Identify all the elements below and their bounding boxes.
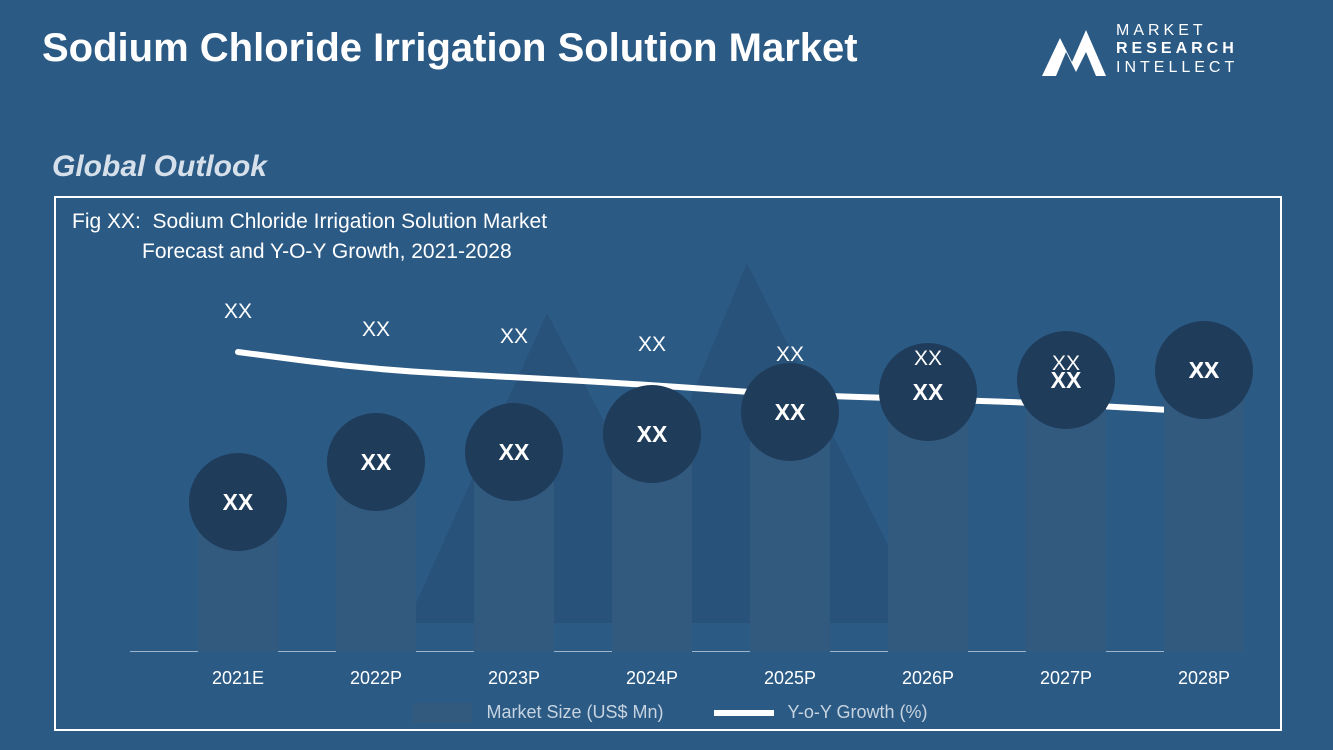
line-data-label: XX — [638, 333, 666, 357]
line-data-label: XX — [500, 325, 528, 349]
line-data-label: XX — [914, 347, 942, 371]
bar-value-circle: XX — [1017, 331, 1115, 429]
x-axis-label: 2022P — [350, 668, 402, 689]
chart-plot-area: XX2021EXXXX2022PXXXX2023PXXXX2024PXXXX20… — [130, 290, 1222, 652]
x-axis-label: 2026P — [902, 668, 954, 689]
bar-value-circle: XX — [603, 385, 701, 483]
brand-logo-icon — [1042, 24, 1106, 76]
chart-legend: Market Size (US$ Mn) Y-o-Y Growth (%) — [56, 702, 1284, 723]
line-data-label: XX — [1052, 352, 1080, 376]
line-data-label: XX — [1190, 360, 1218, 384]
line-data-label: XX — [224, 300, 252, 324]
line-data-label: XX — [776, 343, 804, 367]
x-axis-label: 2024P — [626, 668, 678, 689]
legend-item-bar: Market Size (US$ Mn) — [412, 702, 663, 723]
figure-line1: Sodium Chloride Irrigation Solution Mark… — [153, 210, 548, 233]
line-data-label: XX — [362, 318, 390, 342]
subtitle: Global Outlook — [52, 150, 267, 184]
brand-text-line3: INTELLECT — [1116, 59, 1238, 77]
chart-container: Fig XX: Sodium Chloride Irrigation Solut… — [54, 196, 1282, 731]
bar-value-circle: XX — [327, 413, 425, 511]
x-axis-label: 2023P — [488, 668, 540, 689]
figure-caption: Fig XX: Sodium Chloride Irrigation Solut… — [72, 210, 547, 264]
legend-swatch-line — [714, 710, 774, 716]
figure-line2: Forecast and Y-O-Y Growth, 2021-2028 — [142, 240, 547, 264]
brand-text-line1: MARKET — [1116, 22, 1238, 40]
legend-item-line: Y-o-Y Growth (%) — [714, 702, 928, 723]
brand-text-line2: RESEARCH — [1116, 40, 1238, 58]
legend-swatch-bar — [412, 703, 472, 723]
x-axis-label: 2025P — [764, 668, 816, 689]
x-axis-label: 2027P — [1040, 668, 1092, 689]
legend-label-bar: Market Size (US$ Mn) — [486, 702, 663, 723]
page-title: Sodium Chloride Irrigation Solution Mark… — [42, 26, 858, 71]
brand-logo-text: MARKET RESEARCH INTELLECT — [1116, 22, 1238, 77]
bar-value-circle: XX — [741, 363, 839, 461]
bar-value-circle: XX — [189, 453, 287, 551]
figure-prefix: Fig XX: — [72, 210, 141, 233]
brand-logo: MARKET RESEARCH INTELLECT — [1042, 22, 1238, 77]
legend-label-line: Y-o-Y Growth (%) — [788, 702, 928, 723]
bar-value-circle: XX — [465, 403, 563, 501]
x-axis-label: 2028P — [1178, 668, 1230, 689]
x-axis-label: 2021E — [212, 668, 264, 689]
